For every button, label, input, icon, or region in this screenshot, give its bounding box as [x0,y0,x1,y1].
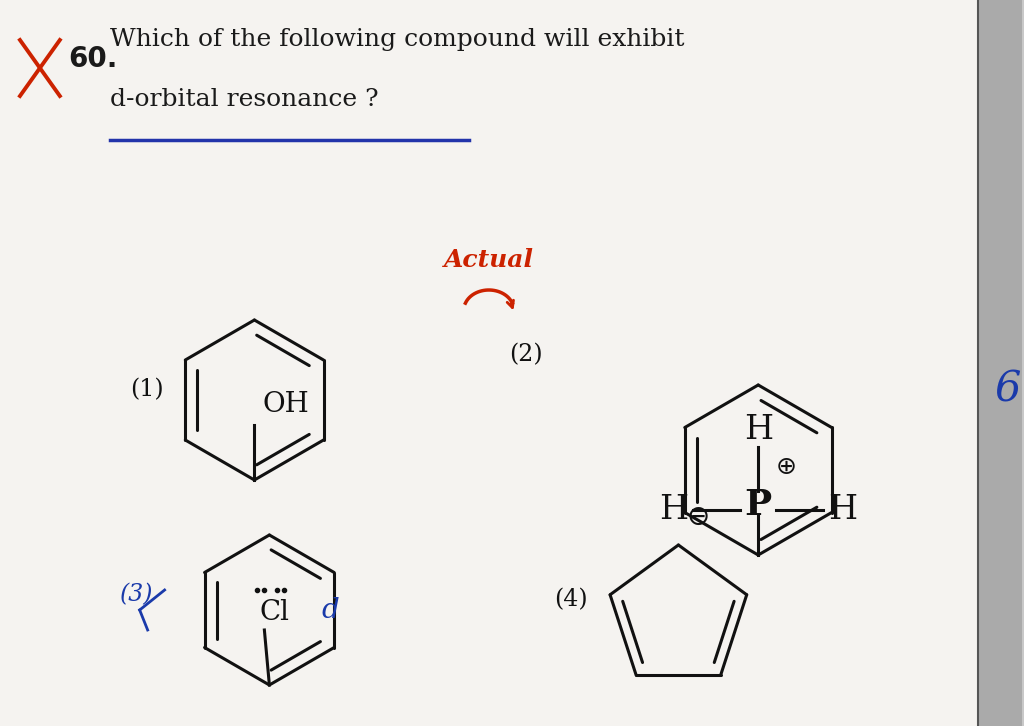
Text: 6: 6 [994,369,1021,411]
Text: d-orbital resonance ?: d-orbital resonance ? [110,88,378,111]
Text: H: H [743,414,773,446]
Text: (4): (4) [554,589,588,611]
Text: H: H [658,494,688,526]
Bar [978,0,1022,726]
Text: (3): (3) [120,584,154,606]
Text: ⊕: ⊕ [776,455,797,479]
FancyBboxPatch shape [0,0,978,726]
Text: (2): (2) [509,343,543,367]
Text: H: H [828,494,857,526]
Text: Actual: Actual [443,248,534,272]
Text: Which of the following compound will exhibit: Which of the following compound will exh… [110,28,684,51]
Text: (1): (1) [130,378,163,401]
Text: ⊖: ⊖ [687,503,710,531]
Text: 60.: 60. [68,45,117,73]
Text: P: P [744,488,772,522]
Text: OH: OH [262,391,309,418]
Text: Cl: Cl [259,600,290,627]
Text: d: d [322,597,339,624]
